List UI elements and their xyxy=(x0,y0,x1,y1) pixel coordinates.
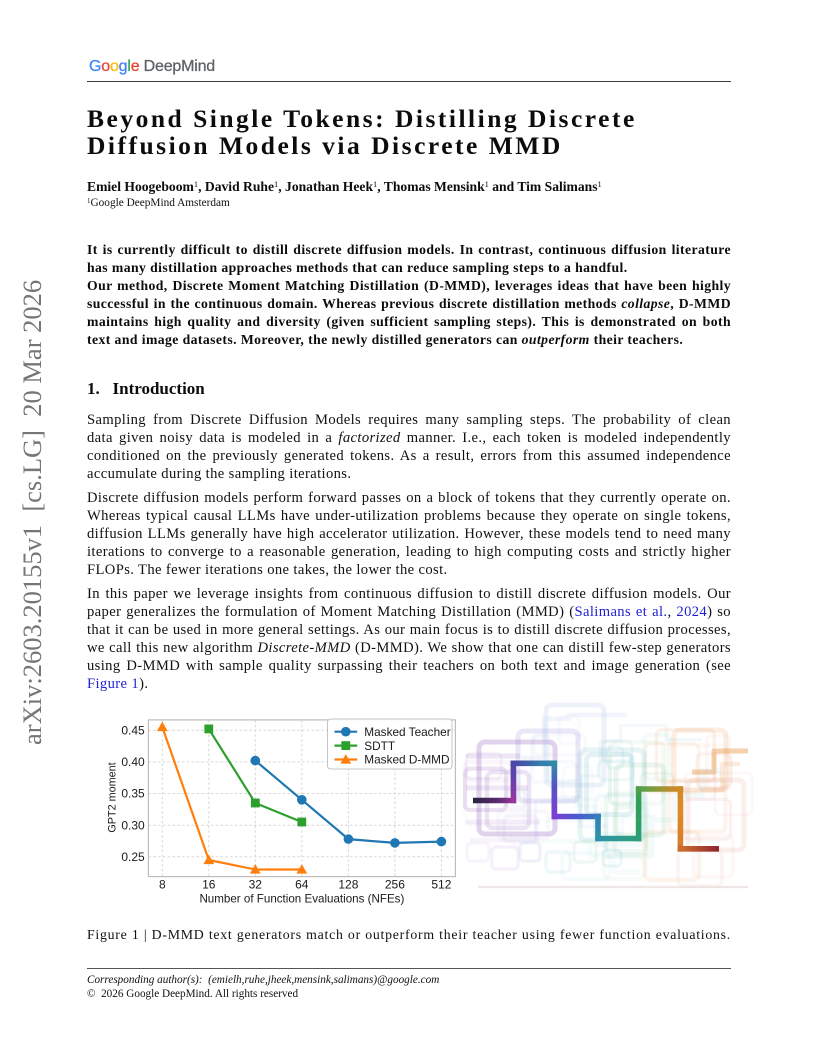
svg-text:512: 512 xyxy=(431,878,451,892)
svg-text:Number of Function Evaluations: Number of Function Evaluations (NFEs) xyxy=(199,892,404,905)
svg-text:GPT2 moment: GPT2 moment xyxy=(107,762,119,832)
svg-text:0.40: 0.40 xyxy=(121,755,145,769)
svg-text:0.30: 0.30 xyxy=(121,818,145,832)
svg-text:Masked D-MMD: Masked D-MMD xyxy=(364,753,449,767)
svg-text:32: 32 xyxy=(249,878,263,892)
svg-text:0.45: 0.45 xyxy=(121,723,145,737)
svg-text:16: 16 xyxy=(202,878,216,892)
svg-text:256: 256 xyxy=(385,878,405,892)
svg-text:8: 8 xyxy=(159,878,166,892)
svg-text:SDTT: SDTT xyxy=(364,739,395,753)
svg-text:Masked Teacher: Masked Teacher xyxy=(364,725,450,739)
svg-text:64: 64 xyxy=(295,878,309,892)
svg-text:0.25: 0.25 xyxy=(121,850,145,864)
svg-text:128: 128 xyxy=(338,878,358,892)
svg-text:0.35: 0.35 xyxy=(121,787,145,801)
